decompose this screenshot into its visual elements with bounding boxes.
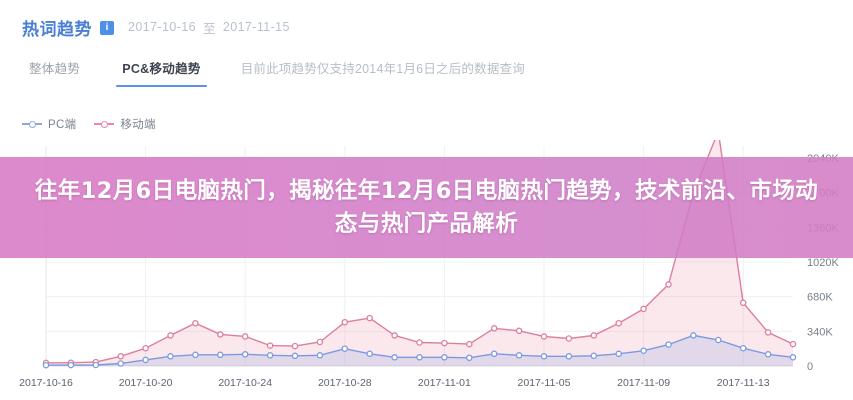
data-point[interactable] — [690, 189, 697, 196]
y-axis-tick-label: 1020K — [807, 257, 839, 269]
data-point[interactable] — [739, 299, 747, 307]
data-point[interactable] — [192, 319, 199, 327]
data-point[interactable] — [764, 351, 772, 358]
legend-label-pc: PC端 — [48, 119, 77, 131]
y-axis-tick-label: 2040K — [807, 153, 839, 165]
data-point[interactable] — [665, 281, 672, 288]
data-point[interactable] — [515, 352, 523, 359]
page-title: 热词趋势 — [22, 19, 92, 39]
data-point[interactable] — [291, 352, 299, 360]
data-point[interactable] — [441, 339, 448, 347]
data-point[interactable] — [690, 332, 697, 339]
data-point[interactable] — [565, 353, 573, 360]
chart-legend: PC端 移动端 — [22, 116, 156, 132]
data-point[interactable] — [441, 354, 448, 361]
legend-marker-pc-icon — [22, 119, 42, 129]
data-point[interactable] — [142, 356, 149, 364]
x-axis-tick-label: 2017-11-05 — [518, 377, 571, 389]
date-separator: 至 — [202, 21, 216, 36]
data-point[interactable] — [142, 344, 149, 352]
x-axis-tick-label: 2017-10-28 — [318, 377, 372, 389]
x-axis-tick-label: 2017-11-09 — [617, 377, 670, 389]
data-point[interactable] — [490, 350, 498, 358]
x-axis-tick-label: 2017-11-13 — [717, 377, 770, 389]
x-axis-tick-label: 2017-10-20 — [119, 377, 173, 389]
series-area-移动端 — [46, 140, 793, 366]
tab-pc-mobile-trend[interactable]: PC&移动趋势 — [116, 52, 207, 87]
data-point[interactable] — [391, 354, 398, 361]
y-axis-tick-label: 340K — [807, 326, 833, 338]
y-axis-tick-label: 0 — [807, 361, 813, 373]
data-point[interactable] — [266, 352, 274, 359]
trend-tabs: 整体趋势 PC&移动趋势 目前此项趋势仅支持2014年1月6日之后的数据查询 — [0, 52, 853, 92]
tab-overall-trend[interactable]: 整体趋势 — [29, 62, 81, 76]
legend-item-mobile[interactable]: 移动端 — [94, 116, 155, 132]
panel-header: 热词趋势 i 2017-10-16 至 2017-11-15 — [0, 0, 853, 54]
data-point[interactable] — [266, 342, 274, 349]
data-point[interactable] — [42, 361, 50, 369]
x-axis-tick-label: 2017-10-16 — [19, 377, 73, 389]
date-end[interactable]: 2017-11-15 — [222, 20, 290, 34]
data-point[interactable] — [217, 351, 224, 359]
data-point[interactable] — [739, 344, 747, 352]
data-point[interactable] — [341, 318, 349, 326]
data-point[interactable] — [67, 361, 75, 369]
date-start[interactable]: 2017-10-16 — [128, 20, 196, 34]
data-point[interactable] — [540, 333, 548, 340]
data-point[interactable] — [192, 351, 199, 359]
data-point[interactable] — [466, 340, 473, 348]
data-point[interactable] — [640, 305, 647, 313]
data-point[interactable] — [366, 314, 373, 322]
data-point[interactable] — [789, 340, 797, 348]
data-point[interactable] — [615, 319, 622, 327]
legend-marker-mobile-icon — [94, 119, 115, 129]
data-point[interactable] — [92, 361, 100, 369]
data-point[interactable] — [540, 353, 548, 360]
info-icon[interactable]: i — [100, 20, 114, 35]
data-point[interactable] — [416, 339, 423, 346]
data-point[interactable] — [241, 333, 249, 340]
data-point[interactable] — [316, 338, 324, 346]
data-point[interactable] — [640, 347, 647, 354]
data-point[interactable] — [615, 350, 622, 358]
date-range: 2017-10-16 至 2017-11-15 — [128, 18, 290, 37]
data-point[interactable] — [789, 354, 797, 361]
data-point[interactable] — [117, 353, 124, 360]
trend-chart[interactable]: 0 340K 680K 1020K 1360K 1700K 2040K 2017-10-16 2… — [0, 140, 853, 400]
data-point[interactable] — [715, 336, 722, 344]
data-point[interactable] — [316, 352, 324, 359]
x-axis-tick-label: 2017-11-01 — [418, 377, 471, 389]
data-point[interactable] — [590, 352, 598, 360]
data-point[interactable] — [217, 331, 224, 338]
legend-label-mobile: 移动端 — [120, 119, 156, 131]
y-axis-tick-label: 1360K — [807, 222, 839, 234]
data-point[interactable] — [391, 332, 398, 339]
data-point[interactable] — [764, 329, 772, 336]
data-point[interactable] — [590, 332, 598, 339]
x-axis-tick-label: 2017-10-24 — [218, 377, 272, 389]
series-area-PC端 — [46, 335, 793, 366]
data-point[interactable] — [416, 354, 423, 361]
data-point[interactable] — [291, 342, 299, 350]
data-point[interactable] — [117, 360, 124, 367]
data-point[interactable] — [366, 350, 373, 358]
data-point[interactable] — [341, 345, 349, 352]
data-point[interactable] — [466, 354, 473, 362]
tab-note: 目前此项趋势仅支持2014年1月6日之后的数据查询 — [240, 62, 525, 76]
data-point[interactable] — [490, 325, 498, 332]
data-point[interactable] — [665, 341, 672, 348]
data-point[interactable] — [167, 353, 174, 360]
data-point[interactable] — [167, 332, 174, 339]
legend-item-pc[interactable]: PC端 — [22, 116, 76, 132]
data-point[interactable] — [515, 327, 523, 335]
trend-chart-svg[interactable]: 0 340K 680K 1020K 1360K 1700K 2040K 2017-10-16 2… — [0, 140, 853, 400]
data-point[interactable] — [241, 351, 249, 358]
y-axis-tick-label: 680K — [807, 292, 833, 304]
data-point[interactable] — [565, 335, 573, 342]
y-axis-tick-label: 1700K — [807, 188, 839, 200]
